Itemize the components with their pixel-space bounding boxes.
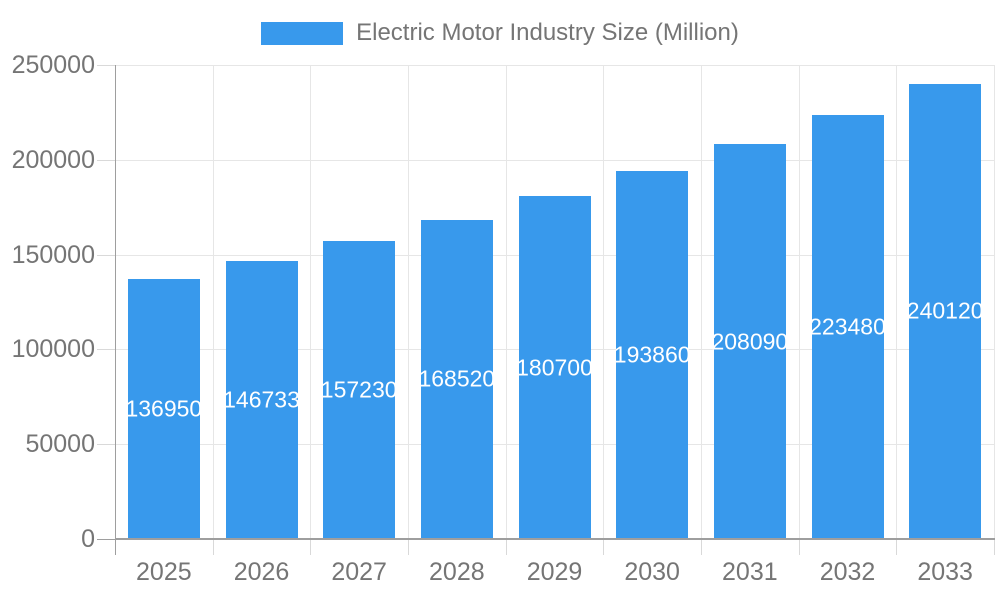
bar-2027[interactable] — [323, 240, 396, 539]
x-tick-label: 2030 — [624, 558, 680, 586]
x-tick — [408, 540, 409, 555]
y-tick — [97, 539, 115, 540]
y-tick — [97, 349, 115, 351]
legend: Electric Motor Industry Size (Million) — [0, 20, 1000, 46]
bar-2025[interactable] — [127, 279, 200, 539]
gridline-v — [994, 65, 995, 539]
bar-value-label: 146733 — [223, 386, 300, 413]
gridline-v — [603, 65, 605, 539]
gridline-v — [408, 65, 409, 539]
bar-value-label: 208090 — [711, 328, 789, 355]
bar-value-label: 136950 — [125, 395, 203, 422]
x-tick-label: 2033 — [917, 558, 973, 586]
x-tick — [603, 540, 605, 555]
y-tick-label: 100000 — [11, 335, 95, 364]
bar-value-label: 193860 — [613, 341, 691, 368]
y-tick-label: 250000 — [11, 51, 95, 79]
bar-2026[interactable] — [225, 260, 298, 539]
x-tick-label: 2029 — [526, 558, 583, 586]
y-tick — [97, 444, 115, 446]
x-tick — [310, 540, 312, 555]
y-tick — [97, 65, 115, 66]
bar-value-label: 157230 — [320, 376, 398, 403]
gridline-v — [701, 65, 702, 539]
bar-2031[interactable] — [713, 144, 786, 539]
gridline-v — [310, 65, 312, 539]
legend-swatch — [261, 21, 344, 45]
x-tick — [701, 540, 702, 555]
gridline-v — [896, 65, 898, 539]
x-tick-label: 2026 — [233, 558, 290, 586]
y-tick-label: 200000 — [11, 145, 95, 174]
plot-area: 136950 146733 157230 168520 180700 193860 2080… — [115, 65, 995, 539]
bar-value-label: 240120 — [906, 297, 984, 324]
x-tick-label: 2028 — [429, 558, 485, 586]
x-tick-label: 2031 — [722, 558, 778, 586]
x-tick — [798, 540, 800, 555]
y-axis-line — [115, 65, 116, 539]
x-tick-label: 2027 — [331, 558, 387, 586]
gridline-v — [212, 65, 214, 539]
x-axis-baseline — [115, 538, 995, 540]
bar-2033[interactable] — [909, 83, 982, 539]
y-tick-label: 0 — [81, 525, 95, 553]
gridline-v — [798, 65, 800, 539]
gridline-h — [115, 65, 994, 66]
y-tick-label: 50000 — [25, 430, 95, 459]
y-tick-label: 150000 — [11, 240, 95, 269]
gridline-v — [505, 65, 507, 539]
x-tick — [115, 540, 116, 555]
legend-label: Electric Motor Industry Size (Million) — [356, 19, 739, 46]
gridline-h — [115, 159, 994, 161]
x-tick — [505, 540, 507, 555]
x-tick-label: 2032 — [819, 558, 876, 586]
y-tick — [97, 254, 115, 256]
x-tick-label: 2025 — [136, 558, 192, 586]
x-tick — [212, 540, 214, 555]
x-tick — [994, 540, 995, 555]
bar-value-label: 180700 — [516, 354, 593, 381]
bar-2028[interactable] — [420, 219, 493, 539]
bar-2030[interactable] — [616, 171, 689, 539]
y-tick — [97, 159, 115, 161]
bar-value-label: 223480 — [809, 313, 886, 340]
bar-2029[interactable] — [518, 196, 591, 539]
x-tick — [896, 540, 898, 555]
bar-value-label: 168520 — [418, 365, 496, 392]
bar-2032[interactable] — [811, 115, 884, 539]
